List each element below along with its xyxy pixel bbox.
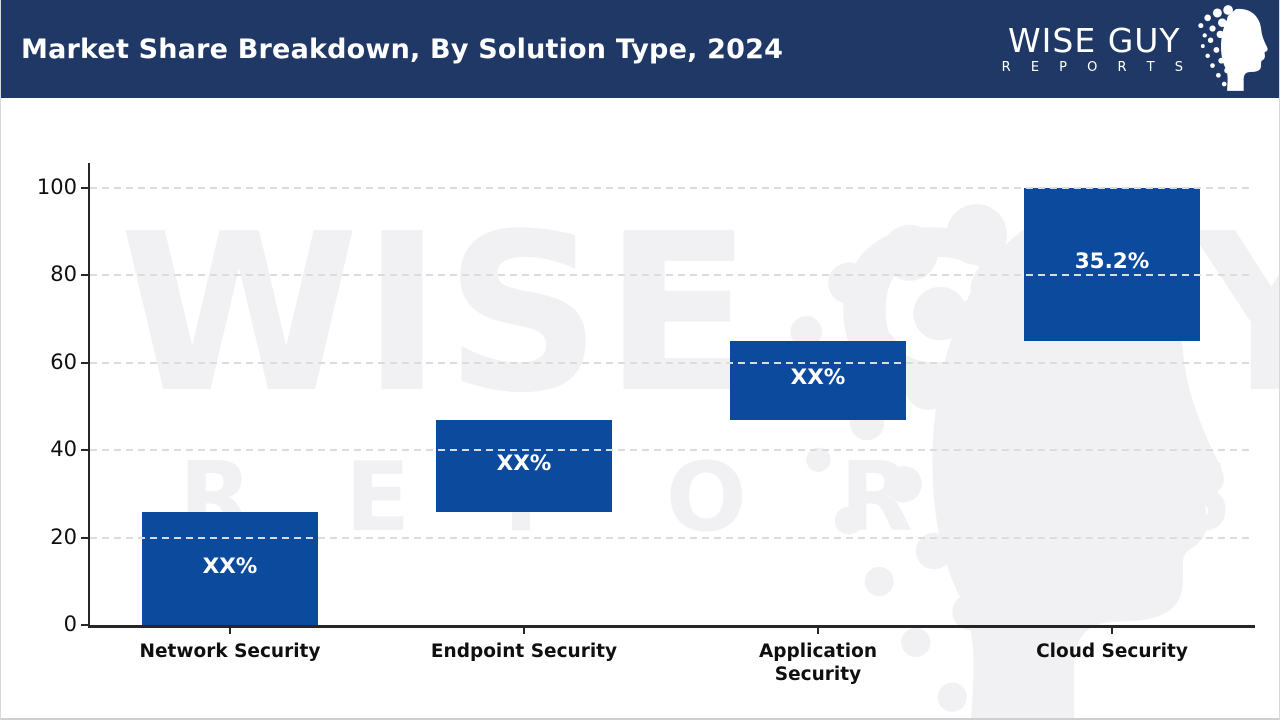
x-tick-label-0: Network Security — [139, 641, 321, 662]
wise-guy-reports-logo: WISE GUY R E P O R T S — [998, 4, 1269, 94]
bar-value-label-3: 35.2% — [1074, 249, 1150, 275]
y-tick-label-20: 20 — [50, 524, 77, 549]
x-tick-mark-0 — [229, 627, 231, 634]
gridline-40 — [90, 449, 1254, 451]
bar-network-security — [142, 512, 318, 625]
y-tick-label-80: 80 — [50, 262, 77, 286]
dotted-face-logo-icon — [1198, 5, 1268, 91]
x-tick-mark-2 — [817, 627, 819, 634]
x-tick-label-3: Cloud Security — [1036, 641, 1188, 662]
bar-application-security — [730, 341, 906, 420]
watermark-face-icon — [790, 204, 1224, 718]
bar-endpoint-security — [436, 419, 612, 513]
y-tick-label-60: 60 — [50, 349, 77, 374]
plot-area: WISE GUY R E P O R T S 0 20 40 60 80 100 XX% Ne… — [1, 98, 1279, 718]
y-tick-mark-0 — [81, 624, 88, 626]
x-tick-label-1: Endpoint Security — [430, 641, 618, 662]
bar-cloud-security — [1024, 187, 1200, 342]
logo-subtitle: R E P O R T S — [1001, 60, 1191, 75]
y-axis-line — [88, 163, 90, 627]
y-tick-mark-100 — [81, 186, 88, 189]
gridline-60 — [90, 361, 1254, 364]
x-axis-line — [88, 625, 1255, 628]
logo-wordmark: WISE GUY — [1008, 21, 1181, 60]
y-tick-mark-60 — [81, 361, 88, 364]
x-tick-label-2: Application Security — [758, 641, 877, 686]
y-tick-label-40: 40 — [50, 437, 77, 461]
gridline-100 — [90, 186, 1254, 189]
y-tick-mark-40 — [81, 449, 88, 451]
y-tick-label-0: 0 — [63, 612, 77, 636]
y-tick-mark-80 — [81, 274, 88, 276]
y-tick-mark-20 — [81, 536, 88, 539]
bar-value-label-2: XX% — [790, 365, 846, 391]
gridline-80 — [90, 274, 1254, 276]
y-tick-label-100: 100 — [36, 174, 77, 199]
chart-header: Market Share Breakdown, By Solution Type… — [1, 0, 1279, 98]
bar-value-label-0: XX% — [202, 553, 258, 579]
logo-text: WISE GUY R E P O R T S — [998, 24, 1191, 74]
x-tick-mark-1 — [523, 627, 525, 634]
x-tick-mark-3 — [1111, 627, 1113, 634]
chart-title: Market Share Breakdown, By Solution Type… — [21, 33, 784, 65]
gridline-20 — [90, 536, 1254, 539]
bar-value-label-1: XX% — [496, 450, 552, 476]
